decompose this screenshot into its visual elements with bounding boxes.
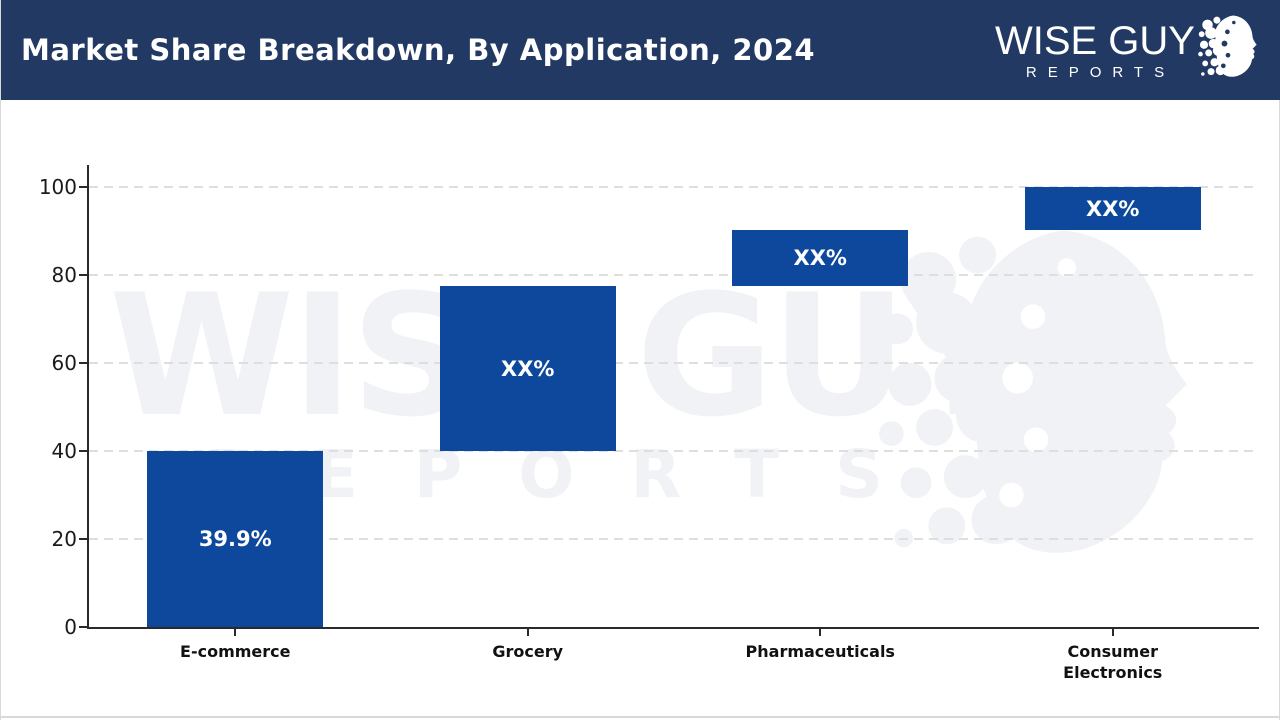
y-axis-tick-mark [79, 362, 88, 364]
logo-face-icon [1197, 8, 1273, 92]
waterfall-bar-consumer-electronics: XX% [1024, 187, 1201, 231]
x-axis-tick-mark [234, 627, 237, 636]
x-axis-category-label: Grocery [492, 642, 564, 661]
y-axis-tick-mark [79, 186, 88, 188]
y-axis-tick-mark [79, 450, 88, 452]
x-axis-category-label: Pharmaceuticals [745, 642, 895, 661]
gridline [89, 450, 1259, 452]
y-axis-tick-label: 100 [38, 175, 77, 199]
logo-subtitle: REPORTS [1025, 63, 1176, 81]
x-axis-category-label: Consumer Electronics [1063, 642, 1163, 682]
y-axis-line [87, 165, 89, 629]
logo-text: WISE GUY REPORTS [995, 20, 1195, 81]
page-title: Market Share Breakdown, By Application, … [21, 33, 816, 67]
x-axis-line [87, 627, 1259, 629]
y-axis-tick-label: 80 [51, 263, 77, 287]
y-axis-tick-mark [79, 538, 88, 540]
y-axis-tick-label: 20 [51, 527, 77, 551]
bar-value-label: XX% [1086, 196, 1140, 221]
header: Market Share Breakdown, By Application, … [1, 0, 1280, 100]
waterfall-bar-e-commerce: 39.9% [147, 451, 324, 627]
x-axis-tick-mark [1111, 627, 1114, 636]
bottom-divider [1, 716, 1280, 718]
gridline [89, 274, 1259, 276]
y-axis-tick-label: 0 [64, 615, 77, 639]
gridline [89, 538, 1259, 540]
bar-value-label: XX% [793, 246, 847, 271]
y-axis-tick-mark [79, 626, 88, 628]
bar-value-label: XX% [501, 356, 555, 381]
x-axis-category-label: E-commerce [180, 642, 291, 661]
gridline [89, 186, 1259, 188]
x-axis-tick-mark [526, 627, 529, 636]
y-axis-tick-mark [79, 274, 88, 276]
y-axis-tick-label: 40 [51, 439, 77, 463]
bar-value-label: 39.9% [198, 527, 272, 552]
wise-guy-reports-logo: WISE GUY REPORTS [995, 8, 1273, 92]
x-axis-tick-mark [819, 627, 822, 636]
y-axis-tick-label: 60 [51, 351, 77, 375]
gridline [89, 362, 1259, 364]
waterfall-bar-grocery: XX% [439, 286, 616, 452]
logo-wordmark: WISE GUY [994, 18, 1195, 63]
waterfall-bar-pharmaceuticals: XX% [732, 230, 909, 286]
